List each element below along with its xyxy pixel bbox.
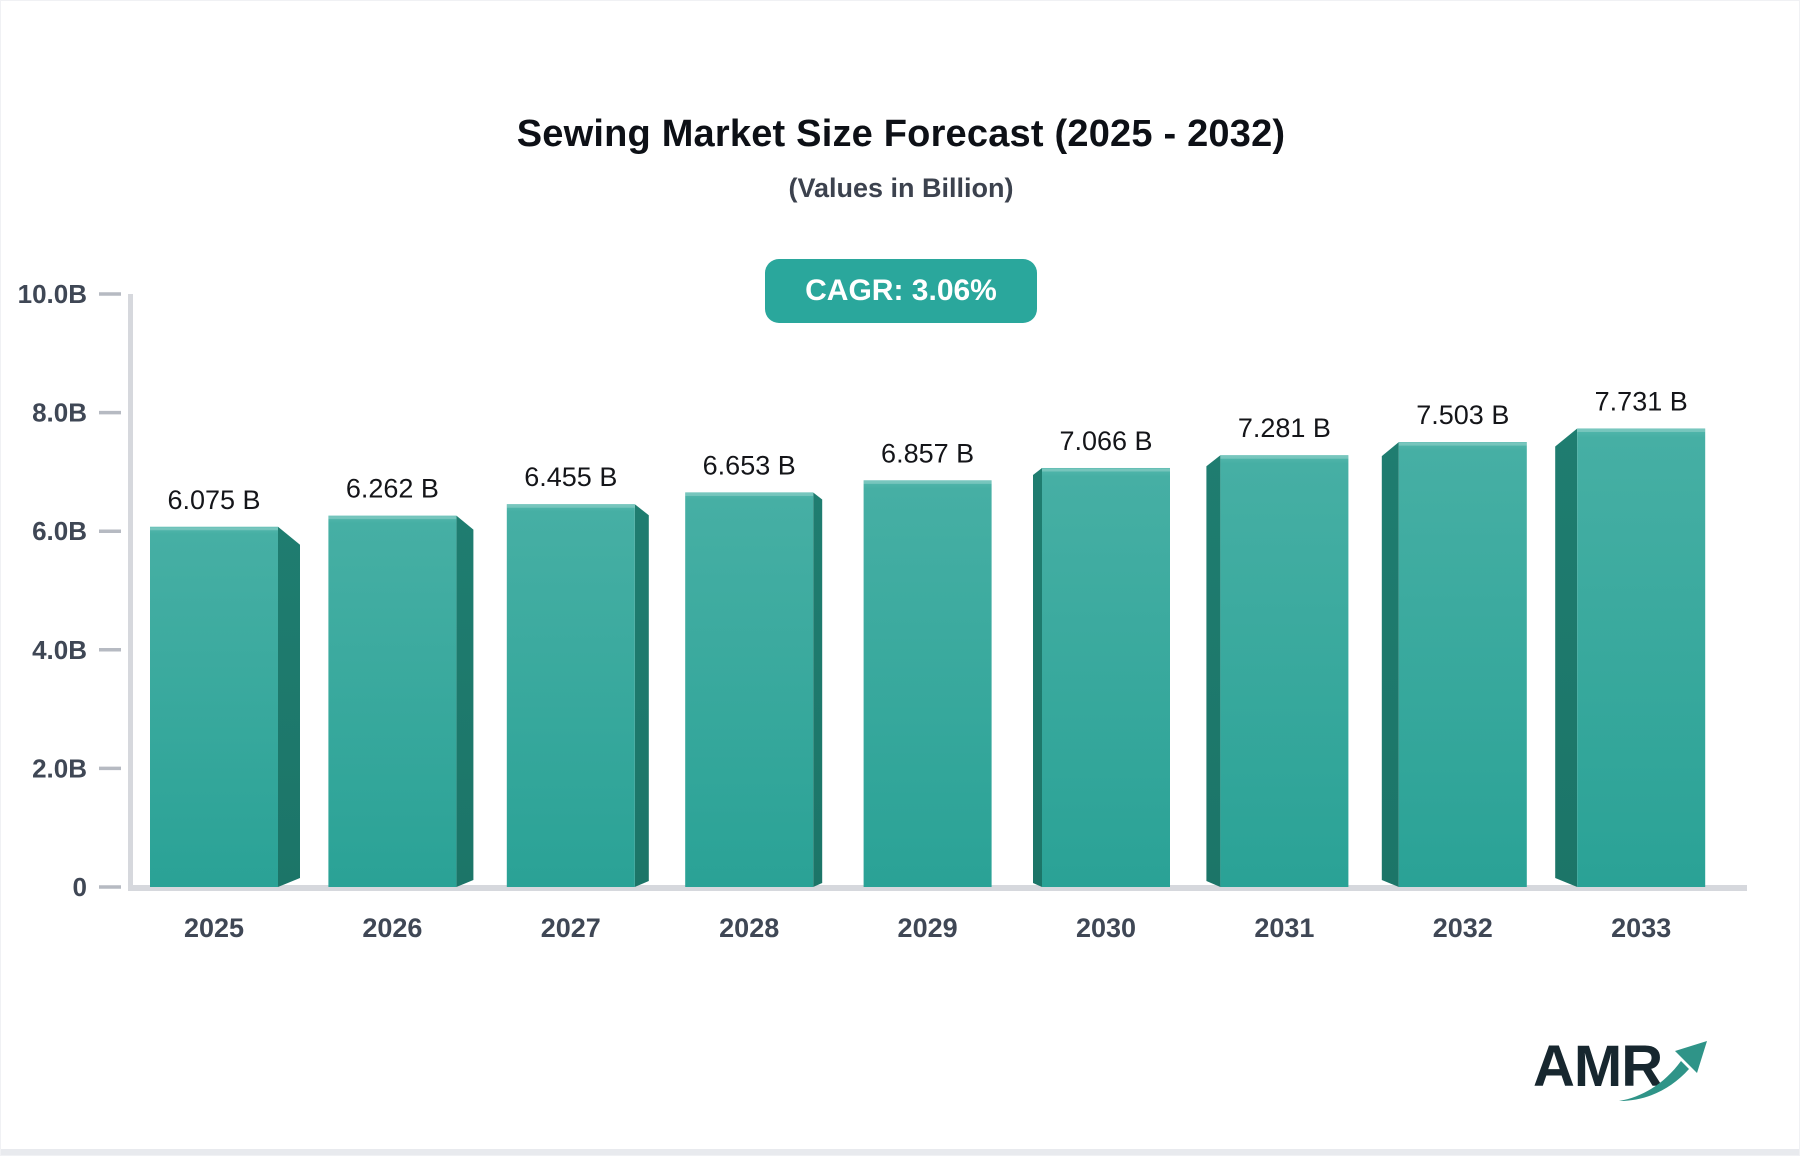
x-axis-label: 2030 bbox=[1076, 913, 1136, 943]
bar-value-label: 7.066 B bbox=[1059, 426, 1152, 456]
bar bbox=[1577, 428, 1706, 887]
y-axis-label: 2.0B bbox=[32, 753, 87, 783]
bar-value-label: 6.857 B bbox=[881, 438, 974, 468]
bar bbox=[685, 492, 814, 887]
y-axis-line bbox=[128, 294, 133, 887]
y-axis-label: 0 bbox=[73, 872, 87, 902]
x-axis-label: 2026 bbox=[362, 913, 422, 943]
y-axis-label: 10.0B bbox=[18, 279, 87, 309]
bar-value-label: 6.455 B bbox=[524, 462, 617, 492]
y-axis-label: 6.0B bbox=[32, 516, 87, 546]
y-axis-label: 8.0B bbox=[32, 398, 87, 428]
x-axis-label: 2033 bbox=[1611, 913, 1671, 943]
x-axis-line bbox=[128, 885, 1747, 891]
bar-value-label: 6.653 B bbox=[703, 450, 796, 480]
bar-value-label: 7.731 B bbox=[1595, 387, 1688, 417]
amr-logo: AMR bbox=[1533, 1033, 1713, 1113]
bar-side-face bbox=[278, 526, 300, 887]
bar-value-label: 6.075 B bbox=[167, 485, 260, 515]
bar bbox=[1398, 442, 1527, 887]
x-axis-label: 2027 bbox=[541, 913, 601, 943]
x-axis-label: 2031 bbox=[1254, 913, 1314, 943]
x-axis-label: 2025 bbox=[184, 913, 244, 943]
bar-side-face bbox=[456, 515, 474, 887]
x-axis-label: 2028 bbox=[719, 913, 779, 943]
bar-side-face bbox=[813, 492, 823, 887]
bar-side-face bbox=[1033, 467, 1042, 887]
bar-value-label: 6.262 B bbox=[346, 474, 439, 504]
bar bbox=[506, 504, 635, 887]
bar-side-face bbox=[1381, 442, 1399, 887]
bar bbox=[328, 515, 457, 887]
bar-side-face bbox=[1555, 428, 1578, 887]
chart-subtitle: (Values in Billion) bbox=[788, 173, 1014, 203]
x-axis-label: 2032 bbox=[1433, 913, 1493, 943]
chart-title: Sewing Market Size Forecast (2025 - 2032… bbox=[516, 113, 1286, 155]
bar-side-face bbox=[634, 504, 649, 887]
y-axis-label: 4.0B bbox=[32, 635, 87, 665]
bar-side-face bbox=[1206, 455, 1221, 887]
footer-strip bbox=[1, 1149, 1799, 1155]
amr-logo-text: AMR bbox=[1533, 1034, 1663, 1099]
bar-value-label: 7.503 B bbox=[1416, 400, 1509, 430]
bar bbox=[863, 480, 992, 887]
bar bbox=[1042, 467, 1170, 887]
bar-value-label: 7.281 B bbox=[1238, 413, 1331, 443]
cagr-badge-label: CAGR: 3.06% bbox=[805, 274, 997, 307]
x-axis-label: 2029 bbox=[898, 913, 958, 943]
cagr-badge: CAGR: 3.06% bbox=[765, 259, 1037, 323]
growth-arrow-icon bbox=[1619, 1041, 1707, 1101]
bar bbox=[1220, 455, 1349, 887]
bar bbox=[150, 526, 278, 887]
